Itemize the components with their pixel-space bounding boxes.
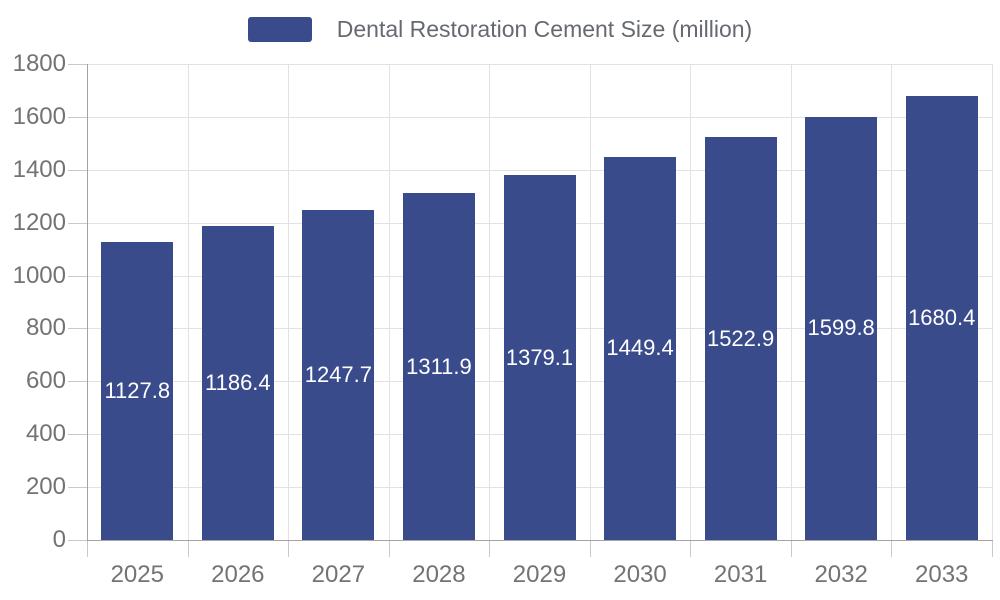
x-axis-tick (87, 540, 88, 557)
legend-label: Dental Restoration Cement Size (million) (336, 16, 753, 42)
gridline-vertical (589, 64, 591, 540)
x-axis-tick (992, 540, 993, 557)
gridline-vertical (790, 64, 792, 540)
x-axis-line (87, 540, 993, 541)
x-axis-tick (187, 540, 189, 557)
x-axis-tick (489, 540, 491, 557)
bar[interactable]: 1379.1 (503, 175, 576, 540)
x-axis-label: 2028 (412, 561, 466, 588)
y-axis-tick (68, 275, 87, 277)
x-axis-tick (589, 540, 591, 557)
legend[interactable]: Dental Restoration Cement Size (million) (0, 17, 1000, 42)
x-axis-tick (891, 540, 893, 557)
y-axis-tick (68, 487, 87, 489)
y-axis-label: 1400 (12, 155, 66, 183)
bar[interactable]: 1186.4 (201, 226, 274, 540)
bar-value-label: 1522.9 (706, 325, 775, 351)
bar-value-label: 1186.4 (205, 370, 271, 396)
y-axis-label: 800 (25, 314, 66, 342)
y-axis-label: 200 (25, 473, 66, 501)
x-axis-tick (690, 540, 692, 557)
x-axis-label: 2033 (915, 561, 969, 588)
gridline-vertical (992, 64, 993, 540)
bar-value-label: 1311.9 (406, 353, 472, 379)
x-axis-label: 2026 (211, 561, 265, 588)
x-axis-label: 2029 (512, 561, 567, 588)
bar-value-label: 1449.4 (606, 335, 674, 361)
bar-value-label: 1247.7 (304, 362, 373, 388)
x-axis-tick (288, 540, 290, 557)
x-axis-label: 2032 (814, 561, 868, 588)
gridline-horizontal (87, 169, 992, 171)
x-axis-tick (388, 540, 390, 557)
y-axis-label: 1200 (12, 208, 66, 236)
bar[interactable]: 1247.7 (302, 210, 375, 540)
y-axis-tick (68, 540, 87, 541)
y-axis-tick (68, 434, 87, 436)
gridline-vertical (489, 64, 491, 540)
y-axis-label: 600 (25, 367, 66, 395)
y-axis-label: 400 (25, 420, 66, 448)
bar[interactable]: 1127.8 (101, 241, 174, 540)
bar[interactable]: 1311.9 (402, 193, 475, 540)
gridline-horizontal (87, 116, 992, 118)
gridline-vertical (690, 64, 692, 540)
gridline-vertical (388, 64, 390, 540)
bar-value-label: 1127.8 (104, 377, 171, 403)
bar-value-label: 1680.4 (908, 304, 976, 330)
x-axis-tick (790, 540, 792, 557)
y-axis-tick (68, 381, 87, 383)
y-axis-tick (68, 64, 87, 65)
y-axis-tick (68, 116, 87, 118)
bar[interactable]: 1522.9 (704, 137, 777, 540)
gridline-vertical (891, 64, 893, 540)
y-axis-label: 1800 (12, 50, 66, 77)
y-axis-line (87, 64, 88, 541)
y-axis-label: 1000 (12, 261, 66, 289)
gridline-vertical (288, 64, 290, 540)
y-axis-label: 0 (52, 526, 66, 553)
legend-swatch (247, 17, 312, 42)
x-axis-label: 2031 (713, 561, 768, 588)
gridline-vertical (187, 64, 189, 540)
bar-value-label: 1599.8 (807, 315, 875, 341)
bar[interactable]: 1680.4 (905, 95, 978, 540)
gridline-horizontal (87, 64, 992, 65)
x-axis-label: 2025 (110, 561, 164, 588)
x-axis-label: 2030 (613, 561, 667, 588)
y-axis-tick (68, 328, 87, 330)
y-axis-tick (68, 222, 87, 224)
bar-value-label: 1379.1 (505, 344, 574, 370)
x-axis-label: 2027 (311, 561, 366, 588)
bar[interactable]: 1449.4 (604, 156, 677, 540)
y-axis-tick (68, 169, 87, 171)
bar[interactable]: 1599.8 (805, 116, 878, 540)
y-axis-label: 1600 (12, 102, 66, 130)
